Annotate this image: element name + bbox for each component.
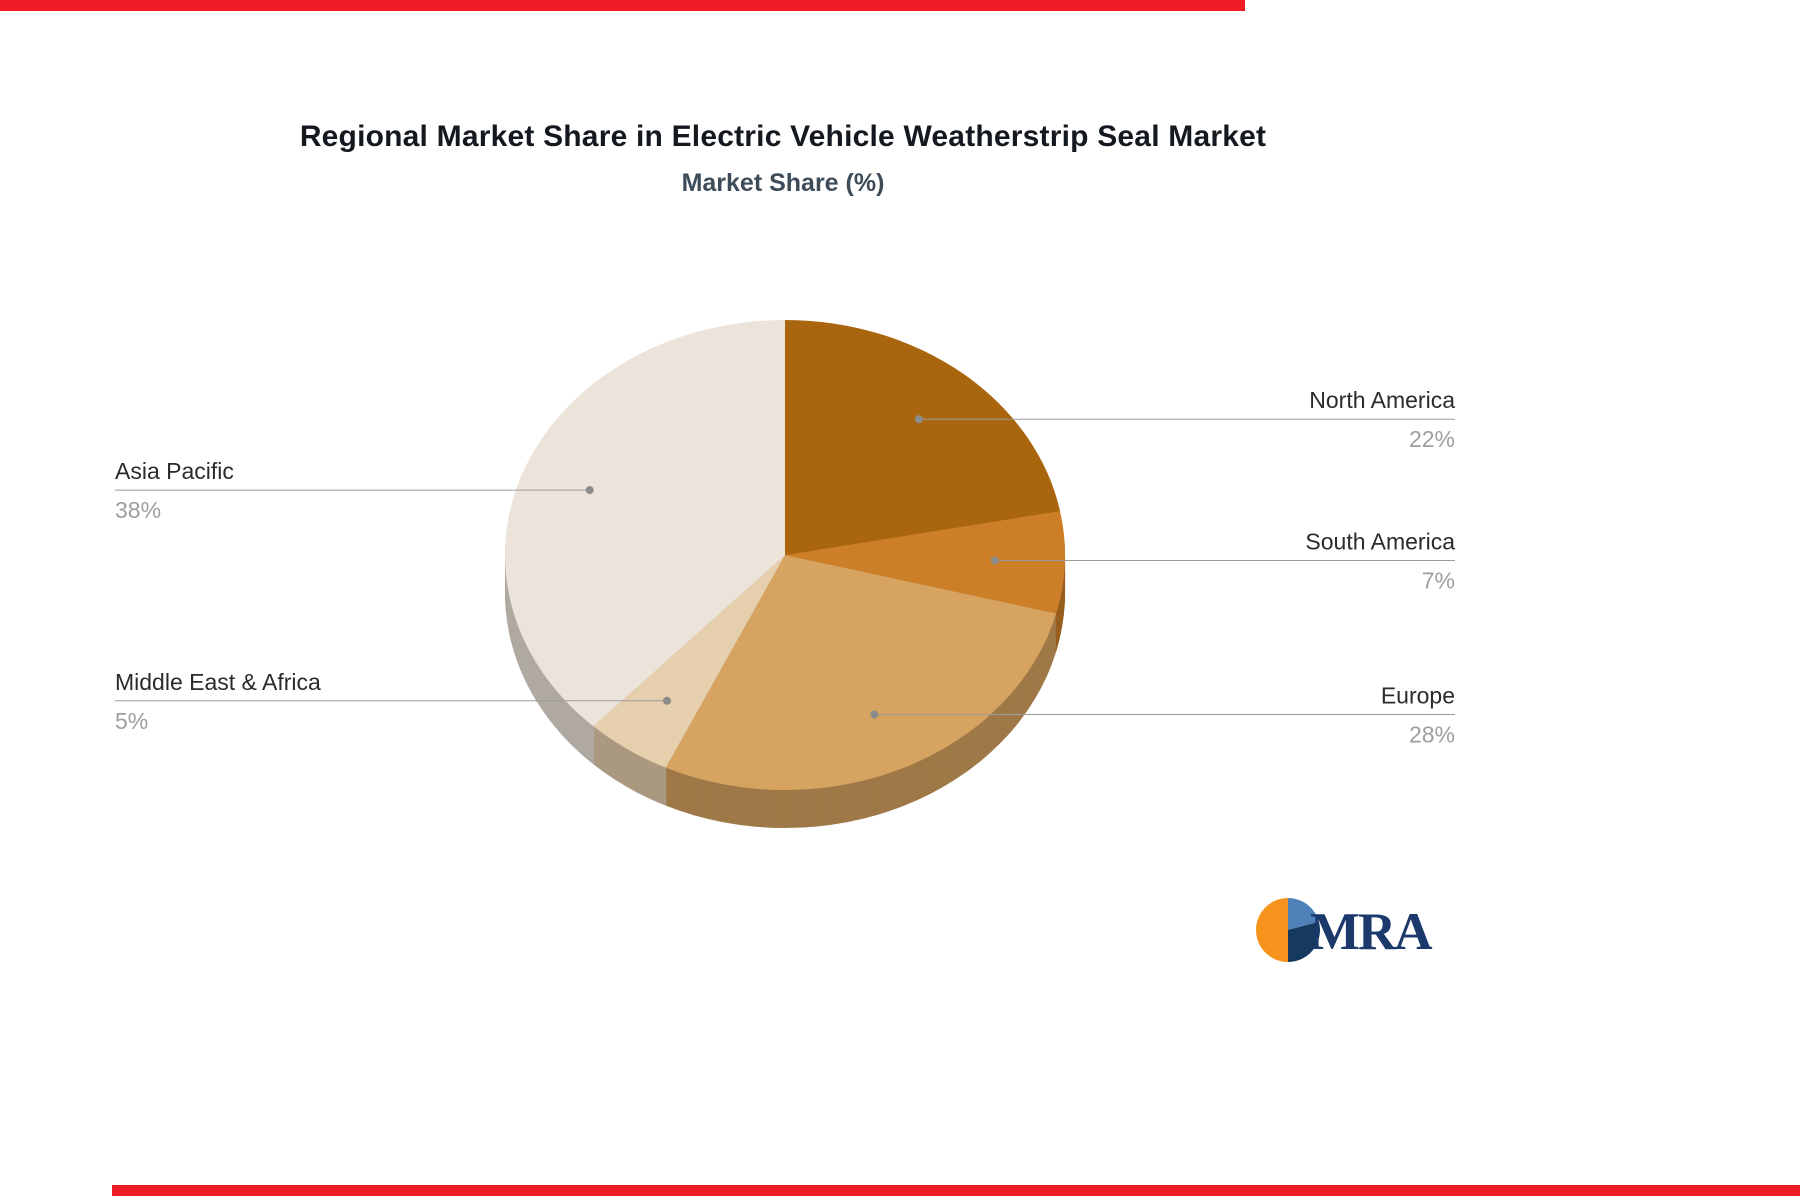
leader-dot-middle-east-africa: [663, 696, 671, 705]
mra-logo: MRA: [1256, 898, 1434, 962]
logo-globe-navy-segment: [1288, 921, 1320, 962]
slice-value-asia-pacific: 38%: [115, 497, 161, 523]
slice-value-north-america: 22%: [1409, 426, 1455, 452]
chart-title: Regional Market Share in Electric Vehicl…: [299, 120, 1267, 153]
logo-globe-lightblue-segment: [1288, 898, 1319, 930]
leader-dot-north-america: [914, 415, 923, 424]
slice-label-europe: Europe: [1381, 683, 1455, 709]
slice-value-europe: 28%: [1409, 722, 1455, 748]
slice-label-south-america: South America: [1305, 529, 1455, 555]
slice-value-middle-east-africa: 5%: [115, 708, 148, 734]
slice-label-asia-pacific: Asia Pacific: [115, 458, 234, 484]
slice-label-middle-east-africa: Middle East & Africa: [115, 669, 321, 695]
logo-globe-orange-segment: [1256, 898, 1288, 962]
leader-dot-asia-pacific: [585, 486, 594, 495]
pie-slice-asia-pacific[interactable]: [505, 320, 785, 727]
pie-slice-middle-east-africa[interactable]: [593, 555, 785, 768]
pie-slice-north-america[interactable]: [785, 320, 1061, 555]
logo-text: MRA: [1310, 903, 1432, 961]
slice-label-north-america: North America: [1309, 387, 1455, 413]
leader-dot-south-america: [990, 556, 999, 565]
leader-dot-europe: [870, 710, 879, 719]
chart-subtitle: Market Share (%): [681, 169, 885, 197]
pie-slice-europe[interactable]: [665, 555, 1057, 790]
pie-slice-south-america[interactable]: [785, 510, 1065, 614]
top-accent-bar: [0, 0, 1245, 11]
bottom-accent-bar: [112, 1185, 1800, 1196]
slice-value-south-america: 7%: [1422, 568, 1455, 594]
